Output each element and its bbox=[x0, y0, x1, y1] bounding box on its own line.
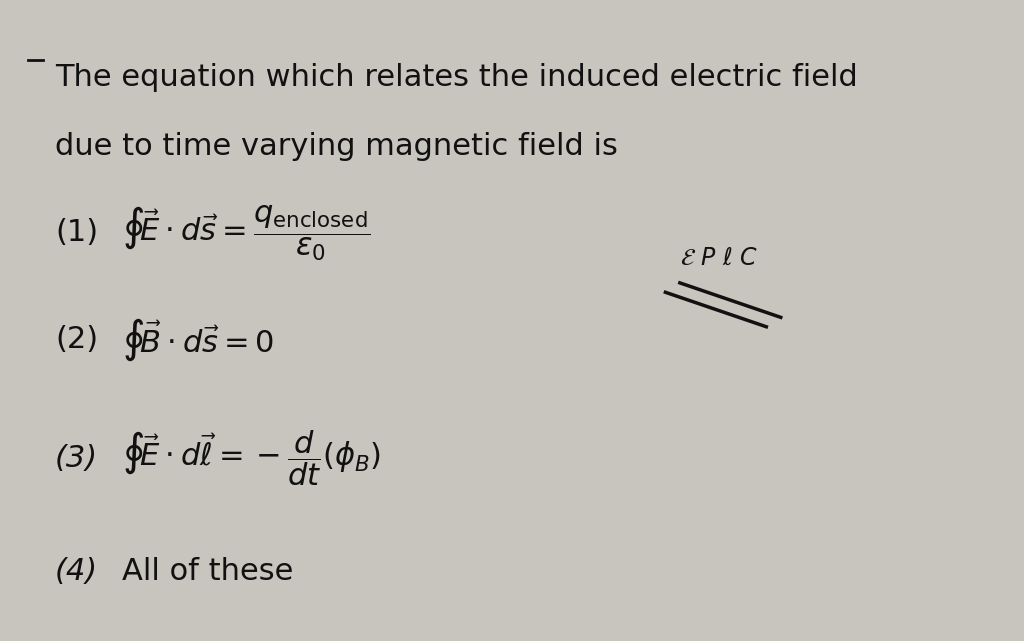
Text: $\mathcal{E}$ $P$ $\ell$ $C$: $\mathcal{E}$ $P$ $\ell$ $C$ bbox=[680, 246, 758, 270]
Text: (2): (2) bbox=[55, 325, 98, 354]
Text: $\oint\!\vec{B}\cdot d\vec{s}=0$: $\oint\!\vec{B}\cdot d\vec{s}=0$ bbox=[122, 316, 274, 363]
Text: $\oint\!\vec{E}\cdot d\vec{\ell}=-\dfrac{d}{dt}(\phi_{B})$: $\oint\!\vec{E}\cdot d\vec{\ell}=-\dfrac… bbox=[122, 429, 381, 488]
Text: due to time varying magnetic field is: due to time varying magnetic field is bbox=[55, 133, 617, 162]
Text: All of these: All of these bbox=[122, 557, 294, 586]
Text: (3): (3) bbox=[55, 444, 98, 473]
Text: (4): (4) bbox=[55, 557, 98, 586]
Text: (1): (1) bbox=[55, 218, 98, 247]
Text: The equation which relates the induced electric field: The equation which relates the induced e… bbox=[55, 63, 858, 92]
Text: $\oint\!\vec{E}\cdot d\vec{s}=\dfrac{q_{\mathrm{enclosed}}}{\varepsilon_{0}}$: $\oint\!\vec{E}\cdot d\vec{s}=\dfrac{q_{… bbox=[122, 203, 371, 263]
